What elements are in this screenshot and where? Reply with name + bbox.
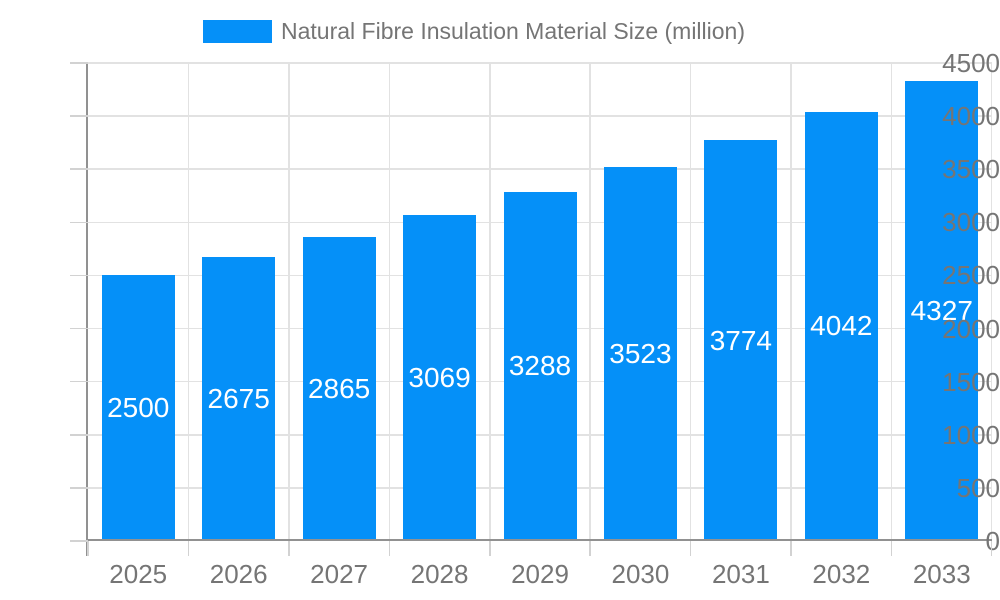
v-gridline — [589, 63, 591, 541]
x-tick-mark — [990, 541, 992, 556]
bar-value-label: 3069 — [408, 361, 471, 393]
bar: 2500 — [101, 275, 175, 541]
y-tick-label: 4500 — [942, 48, 1000, 78]
x-tick-label: 2029 — [511, 559, 569, 589]
x-tick-mark — [790, 541, 792, 556]
y-tick-mark — [70, 487, 88, 489]
plot-area: 2500 2675 2865 3069 3288 3523 3774 4042 4327 — [86, 62, 992, 556]
bar-value-label: 2675 — [207, 382, 270, 414]
v-gridline — [790, 63, 792, 541]
v-gridline — [890, 63, 893, 541]
h-gridline — [88, 62, 992, 64]
y-tick-label: 2000 — [942, 313, 1000, 344]
x-tick-mark — [187, 541, 190, 556]
h-gridline — [88, 115, 992, 117]
bars-layer: 2500 2675 2865 3069 3288 3523 3774 4042 4327 — [88, 63, 992, 541]
bar: 3523 — [603, 166, 677, 541]
y-tick-mark — [70, 168, 88, 170]
bar: 2675 — [202, 256, 276, 541]
v-gridline — [689, 63, 692, 541]
y-tick-label: 0 — [985, 526, 1000, 556]
v-gridline — [187, 63, 190, 541]
x-tick-mark — [87, 541, 89, 556]
x-tick-label: 2027 — [310, 559, 369, 589]
bar-value-label: 2500 — [107, 392, 170, 424]
legend-label: Natural Fibre Insulation Material Size (… — [281, 18, 745, 44]
y-tick-mark — [70, 62, 88, 64]
x-tick-label: 2033 — [912, 559, 971, 589]
bar-value-label: 4042 — [810, 310, 873, 342]
x-tick-mark — [689, 541, 692, 556]
y-tick-mark — [70, 380, 88, 383]
x-tick-mark — [288, 541, 290, 556]
y-tick-mark — [70, 434, 88, 436]
y-tick-label: 3000 — [942, 207, 1000, 238]
bar: 2865 — [302, 236, 376, 541]
y-axis-line — [86, 63, 88, 556]
bar: 4327 — [905, 81, 979, 541]
x-tick-label: 2028 — [410, 559, 469, 589]
axis-layer — [86, 63, 992, 556]
bar: 3774 — [704, 140, 778, 541]
x-tick-label: 2030 — [611, 559, 670, 589]
legend: Natural Fibre Insulation Material Size (… — [203, 18, 745, 44]
x-tick-mark — [388, 541, 391, 556]
bar: 3288 — [503, 191, 577, 541]
y-tick-mark — [70, 274, 88, 277]
x-tick-label: 2025 — [109, 559, 168, 589]
v-gridline — [288, 63, 290, 541]
x-tick-mark — [489, 541, 491, 556]
v-gridline — [489, 63, 491, 541]
x-tick-label: 2032 — [812, 559, 871, 589]
y-tick-mark — [70, 540, 88, 542]
y-tick-label: 1500 — [942, 366, 1000, 397]
bar-value-label: 3523 — [609, 337, 672, 369]
bar-value-label: 3288 — [508, 350, 572, 382]
y-tick-mark — [70, 327, 88, 330]
y-tick-mark — [70, 221, 88, 224]
v-gridline — [990, 63, 992, 541]
y-tick-mark — [70, 115, 88, 117]
y-tick-label: 3500 — [942, 154, 1000, 185]
x-tick-label: 2026 — [209, 559, 268, 589]
x-tick-mark — [890, 541, 893, 556]
bar: 4042 — [804, 111, 878, 541]
h-gridline — [88, 168, 992, 170]
v-gridline — [388, 63, 391, 541]
x-axis-line — [86, 539, 992, 541]
x-tick-label: 2031 — [711, 559, 770, 589]
y-tick-label: 1000 — [942, 419, 1000, 450]
y-tick-label: 2500 — [942, 260, 1000, 291]
y-tick-label: 500 — [956, 472, 1000, 503]
bar-value-label: 3774 — [709, 324, 773, 356]
y-tick-label: 4000 — [942, 101, 1000, 132]
legend-swatch-icon — [203, 19, 272, 43]
bar-value-label: 4327 — [910, 295, 973, 327]
x-tick-mark — [589, 541, 591, 556]
bar: 3069 — [403, 215, 477, 541]
bar-value-label: 2865 — [307, 372, 371, 404]
